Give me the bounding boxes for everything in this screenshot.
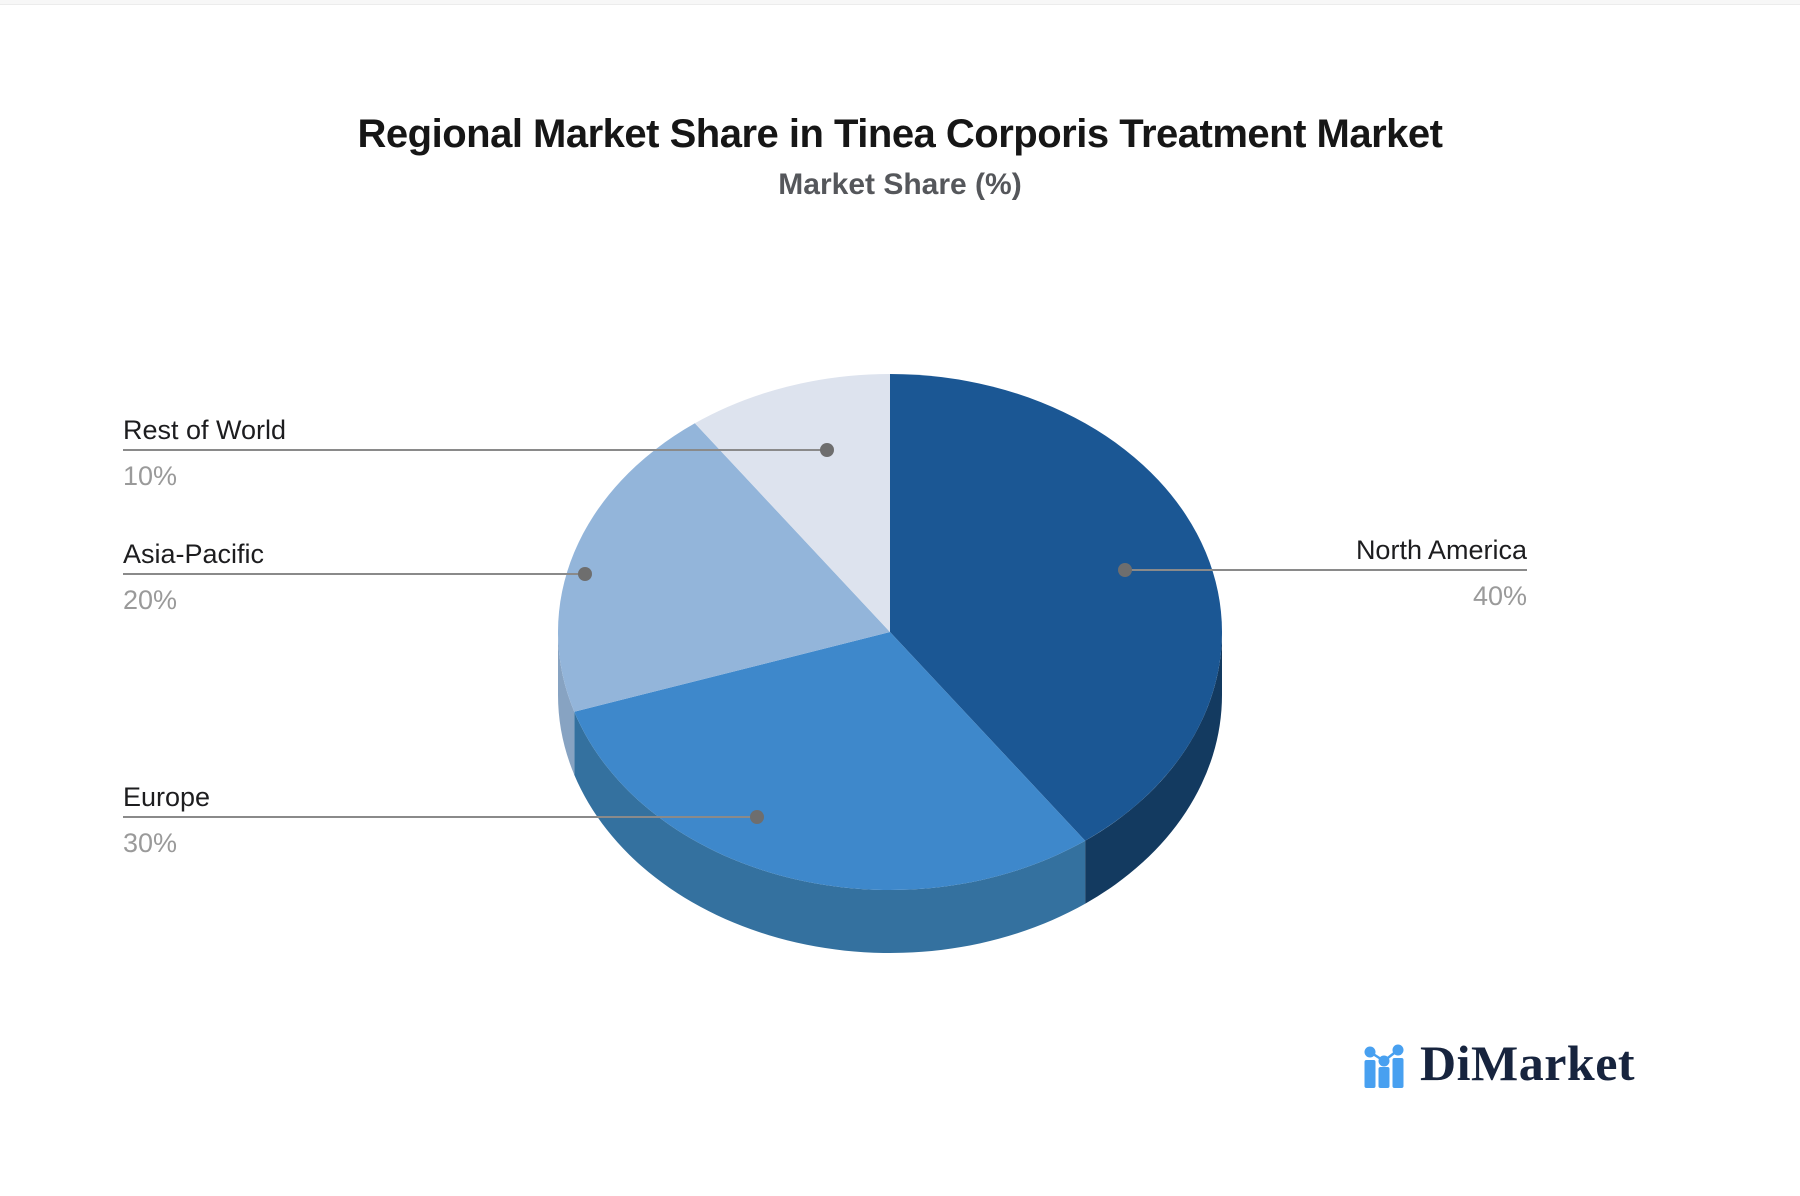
dimarket-logo: DiMarket xyxy=(1358,1038,1635,1088)
dimarket-logo-text: DiMarket xyxy=(1420,1035,1636,1091)
pie-slice-europe xyxy=(574,632,1086,891)
leader-dot-asia-pacific xyxy=(578,567,592,581)
slice-value-rest-of-world: 10% xyxy=(123,460,177,492)
slice-label-text: Asia-Pacific xyxy=(123,539,265,569)
leader-dot-europe xyxy=(750,810,764,824)
slice-label-europe: Europe xyxy=(123,781,210,813)
pie-slice-rest-of-world xyxy=(694,374,890,632)
leader-dot-rest-of-world xyxy=(820,443,834,457)
slice-label-north-america: North America xyxy=(1356,534,1527,566)
chart-title: Regional Market Share in Tinea Corporis … xyxy=(357,112,1443,156)
slice-value-text: 20% xyxy=(123,585,178,615)
pie-slice-north-america xyxy=(890,374,1222,841)
slice-label-rest-of-world: Rest of World xyxy=(123,414,286,446)
pie-slice-side-asia-pacific xyxy=(558,632,575,775)
dimarket-logo-icon xyxy=(1364,1044,1404,1088)
slice-value-europe: 30% xyxy=(123,827,177,859)
slice-label-text: Rest of World xyxy=(123,415,287,445)
slice-value-north-america: 40% xyxy=(1473,580,1527,612)
window-top-edge xyxy=(0,0,1800,5)
slice-value-text: 30% xyxy=(123,828,178,858)
slice-label-text: Europe xyxy=(123,782,211,812)
leader-lines xyxy=(123,443,1527,824)
pie-slice-side-north-america xyxy=(1085,632,1222,904)
slice-label-text: North America xyxy=(1355,535,1527,565)
leader-dot-north-america xyxy=(1118,563,1132,577)
slice-value-text: 10% xyxy=(123,461,178,491)
slice-value-asia-pacific: 20% xyxy=(123,584,177,616)
pie-slice-asia-pacific xyxy=(557,423,890,712)
pie-slice-side-europe xyxy=(574,711,1086,954)
slice-value-text: 40% xyxy=(1472,581,1527,611)
chart-subtitle: Market Share (%) xyxy=(778,168,1022,201)
slice-label-asia-pacific: Asia-Pacific xyxy=(123,538,264,570)
pie-slices xyxy=(557,374,1222,954)
